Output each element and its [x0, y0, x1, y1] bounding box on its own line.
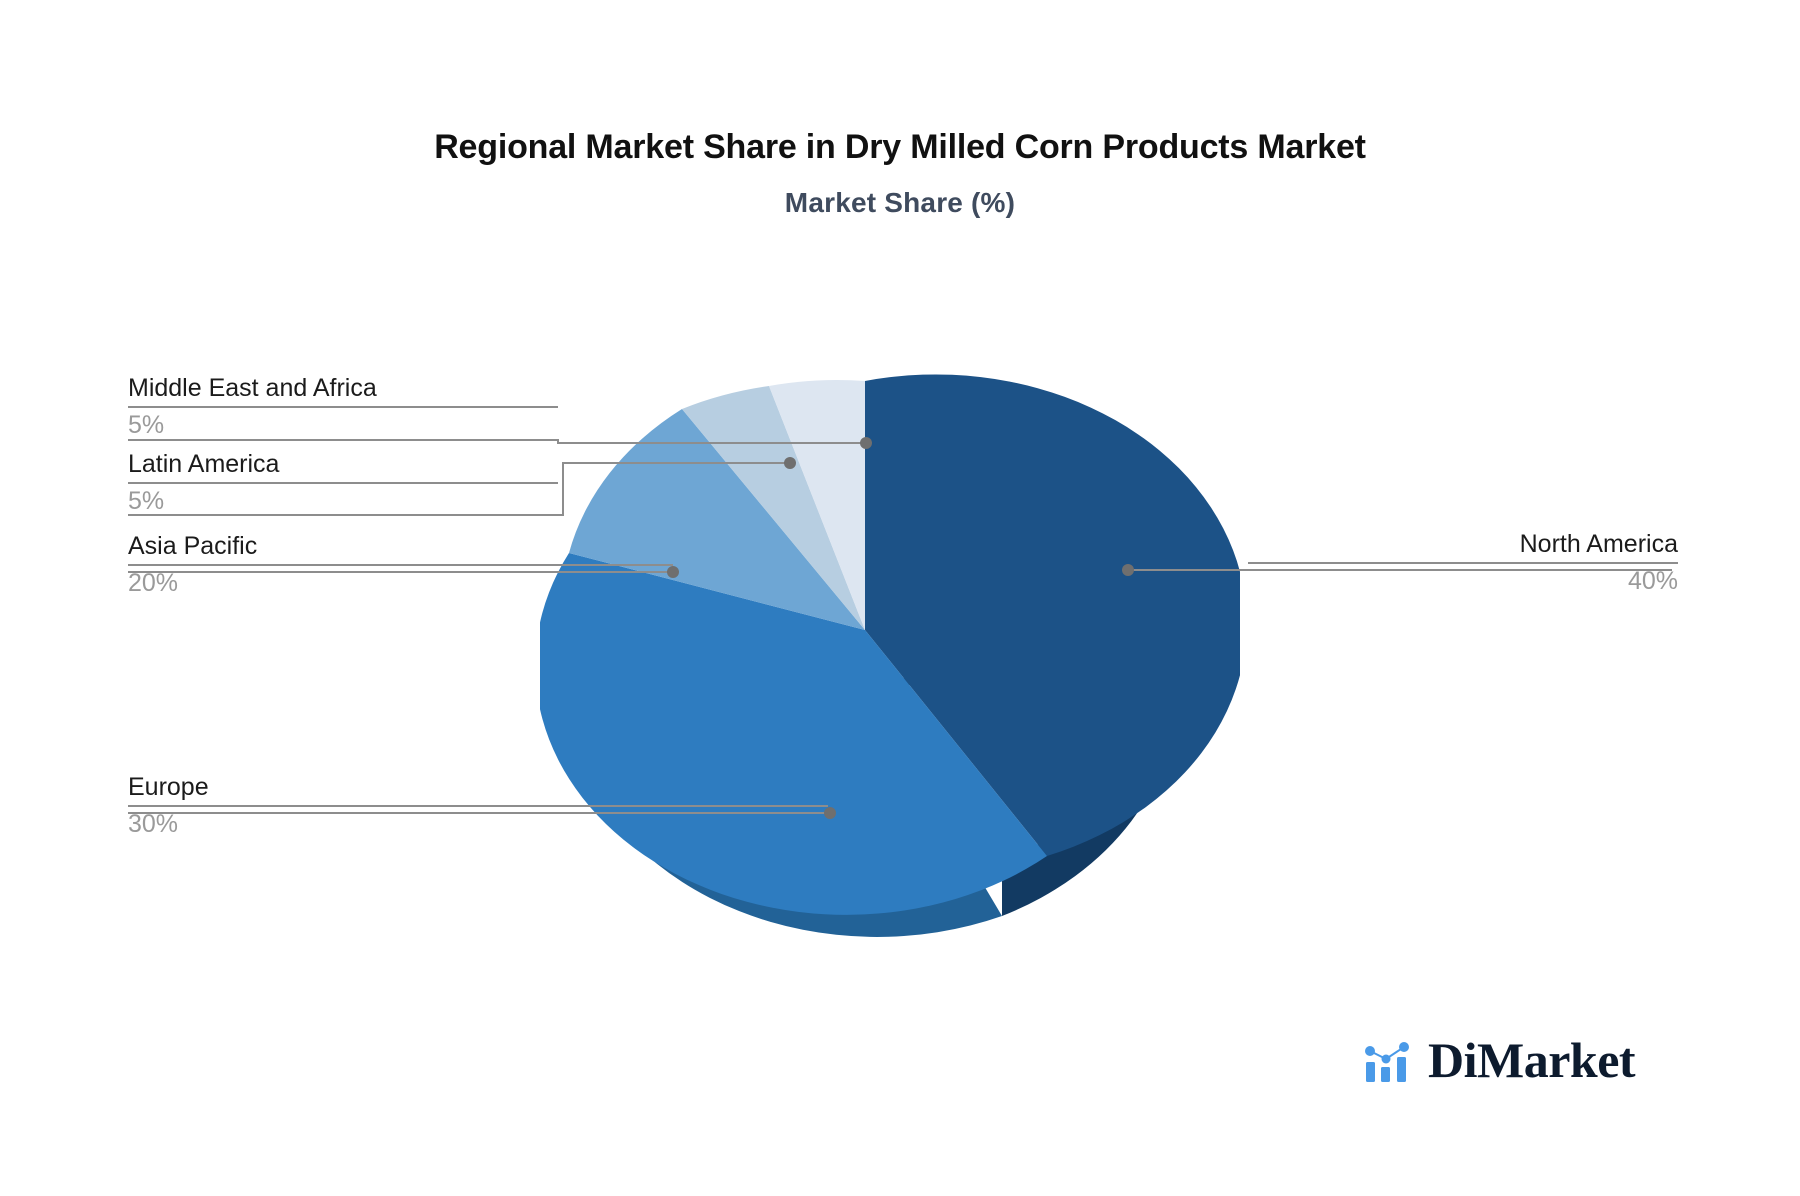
callout-middle-east-and-africa[interactable]: Middle East and Africa 5% — [128, 372, 558, 441]
brand-logo[interactable]: DiMarket — [1364, 1032, 1636, 1088]
callout-value-mea: 5% — [128, 411, 165, 439]
na-depth — [865, 630, 1177, 916]
callout-latin-america[interactable]: Latin America 5% — [128, 448, 558, 517]
callout-label-apac: Asia Pacific — [128, 532, 258, 560]
callout-rule-apac — [128, 564, 673, 566]
callout-europe[interactable]: Europe 30% — [128, 771, 828, 840]
brand-name: DiMarket — [1428, 1032, 1636, 1088]
callout-rule-na — [1248, 562, 1678, 564]
pie-chart — [540, 374, 1240, 937]
bar-chart-icon — [1365, 1042, 1409, 1082]
callout-label-na: North America — [1519, 530, 1678, 558]
callout-value-apac: 20% — [128, 569, 179, 597]
callout-value-europe: 30% — [128, 810, 179, 838]
callout-rule-latam — [128, 482, 558, 484]
callout-label-europe: Europe — [128, 773, 209, 801]
slice-europe[interactable] — [540, 553, 1047, 915]
callout-rule-europe — [128, 805, 828, 807]
callout-label-latam: Latin America — [128, 450, 280, 478]
chart-subtitle: Market Share (%) — [784, 187, 1016, 218]
callout-label-mea: Middle East and Africa — [128, 374, 377, 402]
callout-value-na: 40% — [1627, 567, 1678, 595]
callout-asia-pacific[interactable]: Asia Pacific 20% — [128, 530, 673, 599]
callout-rule-mea — [128, 406, 558, 408]
chart-title: Regional Market Share in Dry Milled Corn… — [434, 128, 1366, 166]
callout-north-america[interactable]: North America 40% — [1248, 528, 1678, 597]
slice-north-america[interactable] — [865, 374, 1240, 856]
callout-value-latam: 5% — [128, 487, 165, 515]
